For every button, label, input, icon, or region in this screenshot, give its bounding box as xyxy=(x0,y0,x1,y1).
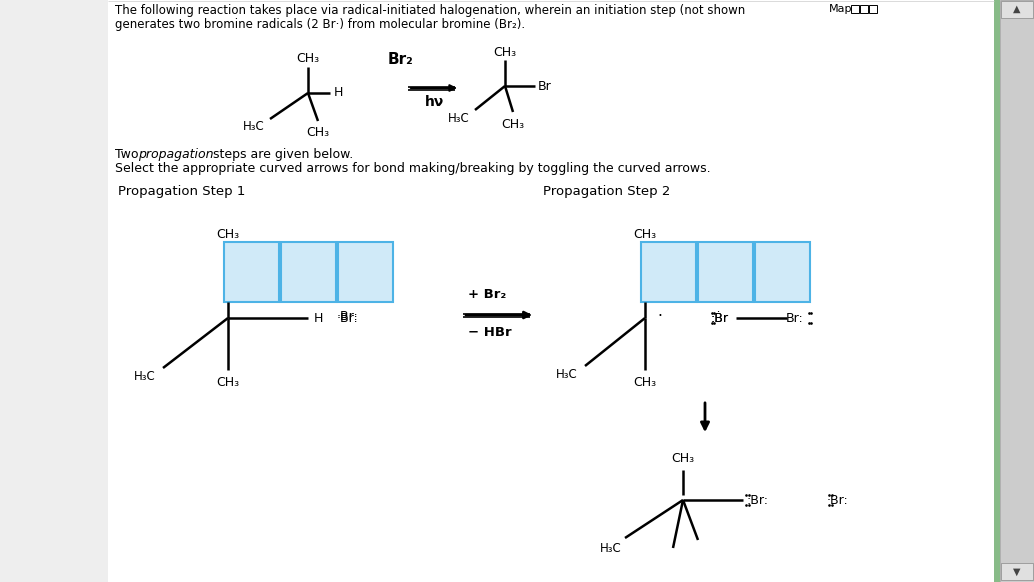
Bar xyxy=(1000,0,1034,582)
Text: CH₃: CH₃ xyxy=(634,375,657,389)
Bar xyxy=(698,242,753,302)
Text: Select the appropriate curved arrows for bond making/breaking by toggling the cu: Select the appropriate curved arrows for… xyxy=(115,162,710,175)
Bar xyxy=(1001,563,1033,580)
Text: CH₃: CH₃ xyxy=(671,452,695,464)
Text: ·Br:: ·Br: xyxy=(827,494,849,506)
Text: :Br: :Br xyxy=(711,311,729,325)
Text: Br₂: Br₂ xyxy=(388,52,414,67)
Text: Br: Br xyxy=(538,80,552,93)
Text: H₃C: H₃C xyxy=(600,541,621,555)
Text: H: H xyxy=(313,311,323,325)
Bar xyxy=(860,5,868,13)
Text: :Ḃr: :Ḃr xyxy=(711,311,729,325)
Text: ▼: ▼ xyxy=(1013,567,1021,577)
Text: hν: hν xyxy=(424,95,444,109)
Text: steps are given below.: steps are given below. xyxy=(209,148,354,161)
Bar xyxy=(0,0,108,582)
Bar xyxy=(851,5,859,13)
Text: CH₃: CH₃ xyxy=(297,52,320,66)
Bar xyxy=(224,242,279,302)
Text: Br:: Br: xyxy=(786,311,803,325)
Bar xyxy=(755,242,810,302)
Bar xyxy=(869,5,877,13)
Text: CH₃: CH₃ xyxy=(306,126,330,140)
Text: ▲: ▲ xyxy=(1013,4,1021,14)
Bar xyxy=(641,242,696,302)
Text: propagation: propagation xyxy=(138,148,213,161)
Text: H₃C: H₃C xyxy=(134,370,156,382)
Text: ·Ḃr:: ·Ḃr: xyxy=(337,311,359,325)
Text: H₃C: H₃C xyxy=(243,120,265,133)
Text: Map: Map xyxy=(829,4,852,14)
Bar xyxy=(338,242,393,302)
Bar xyxy=(1001,1,1033,18)
Text: CH₃: CH₃ xyxy=(493,45,517,59)
Text: H₃C: H₃C xyxy=(556,368,578,381)
Text: H: H xyxy=(333,87,342,100)
Text: The following reaction takes place via radical-initiated halogenation, wherein a: The following reaction takes place via r… xyxy=(115,4,746,17)
Bar xyxy=(281,242,336,302)
Text: CH₃: CH₃ xyxy=(216,375,240,389)
Text: Propagation Step 1: Propagation Step 1 xyxy=(118,185,245,198)
Text: ·: · xyxy=(658,308,663,324)
Text: Two: Two xyxy=(115,148,143,161)
Text: − HBr: − HBr xyxy=(468,325,512,339)
Text: CH₃: CH₃ xyxy=(216,229,240,242)
Text: :Br:: :Br: xyxy=(747,494,769,506)
Text: H₃C: H₃C xyxy=(448,112,469,125)
Text: CH₃: CH₃ xyxy=(634,229,657,242)
Text: + Br₂: + Br₂ xyxy=(468,289,507,301)
Text: Propagation Step 2: Propagation Step 2 xyxy=(543,185,670,198)
Text: generates two bromine radicals (2 Br·) from molecular bromine (Br₂).: generates two bromine radicals (2 Br·) f… xyxy=(115,18,525,31)
Bar xyxy=(994,0,1000,582)
Text: ·Br:: ·Br: xyxy=(337,311,359,324)
Text: CH₃: CH₃ xyxy=(501,118,524,130)
